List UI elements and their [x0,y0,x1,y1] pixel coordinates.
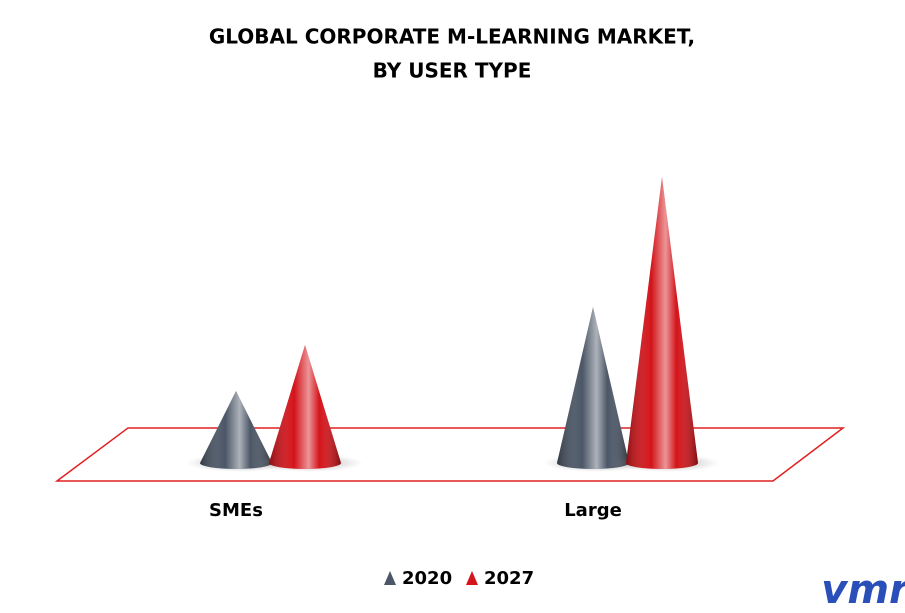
legend-label: 2027 [484,568,534,589]
chart-title: BY USER TYPE [373,59,532,83]
legend-label: 2020 [402,568,452,589]
brand-logo: vmr [821,567,905,613]
cone-shading [626,177,698,469]
legend-marker [466,571,478,585]
cone-shading [269,345,341,469]
cone-shading [200,391,272,469]
floor [54,427,846,482]
cone-shading [557,307,629,469]
legend-marker [384,571,396,585]
chart-title: GLOBAL CORPORATE M-LEARNING MARKET, [209,25,695,49]
x-tick-label: Large [564,500,622,521]
x-tick-label: SMEs [209,500,263,521]
